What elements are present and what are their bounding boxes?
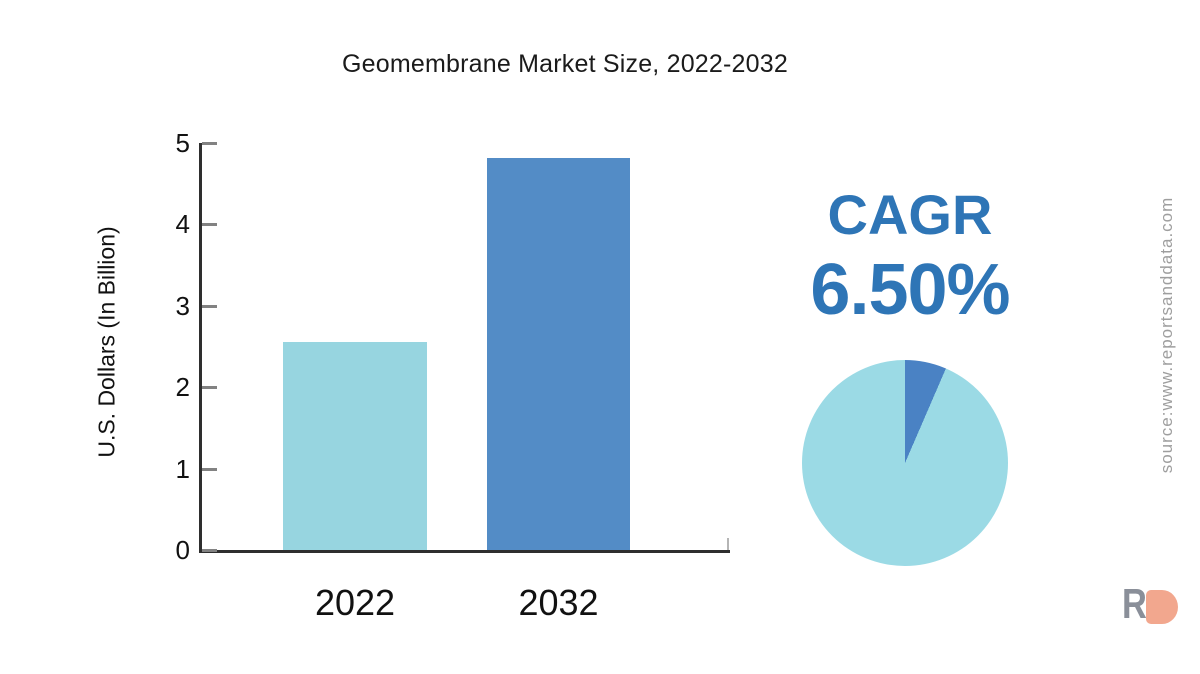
y-tick-label: 0 [175,535,190,565]
y-tick-label: 1 [175,453,190,484]
brand-logo: R [1122,583,1184,627]
chart-title: Geomembrane Market Size, 2022-2032 [342,50,788,78]
y-tick-mark [202,223,217,227]
y-tick-label: 4 [175,209,190,240]
cagr-block: CAGR 6.50% [755,183,1065,330]
y-axis-line [199,143,202,553]
cagr-value: 6.50% [810,249,1010,330]
y-tick-label: 3 [175,290,190,321]
x-axis-end-tick [727,538,729,550]
y-tick-label: 5 [175,128,190,158]
cagr-label: CAGR [827,183,993,246]
y-tick-mark [202,304,217,308]
bar-2032 [487,158,630,550]
source-attribution: source:www.reportsanddata.com [1157,196,1176,474]
y-tick-mark [202,549,217,552]
logo-d-shape-icon [1146,590,1178,624]
y-axis-label: U.S. Dollars (In Billion) [93,226,120,458]
x-tick-label: 2032 [518,582,599,623]
x-tick-label: 2022 [314,582,396,623]
x-axis-line [199,550,730,553]
cagr-pie-chart [802,360,1008,566]
logo-letter-r: R [1122,580,1147,627]
y-tick-label: 2 [175,372,190,403]
y-tick-mark [202,467,217,471]
bar-2022 [283,342,427,550]
y-tick-mark [202,386,217,390]
y-tick-mark [202,142,217,145]
